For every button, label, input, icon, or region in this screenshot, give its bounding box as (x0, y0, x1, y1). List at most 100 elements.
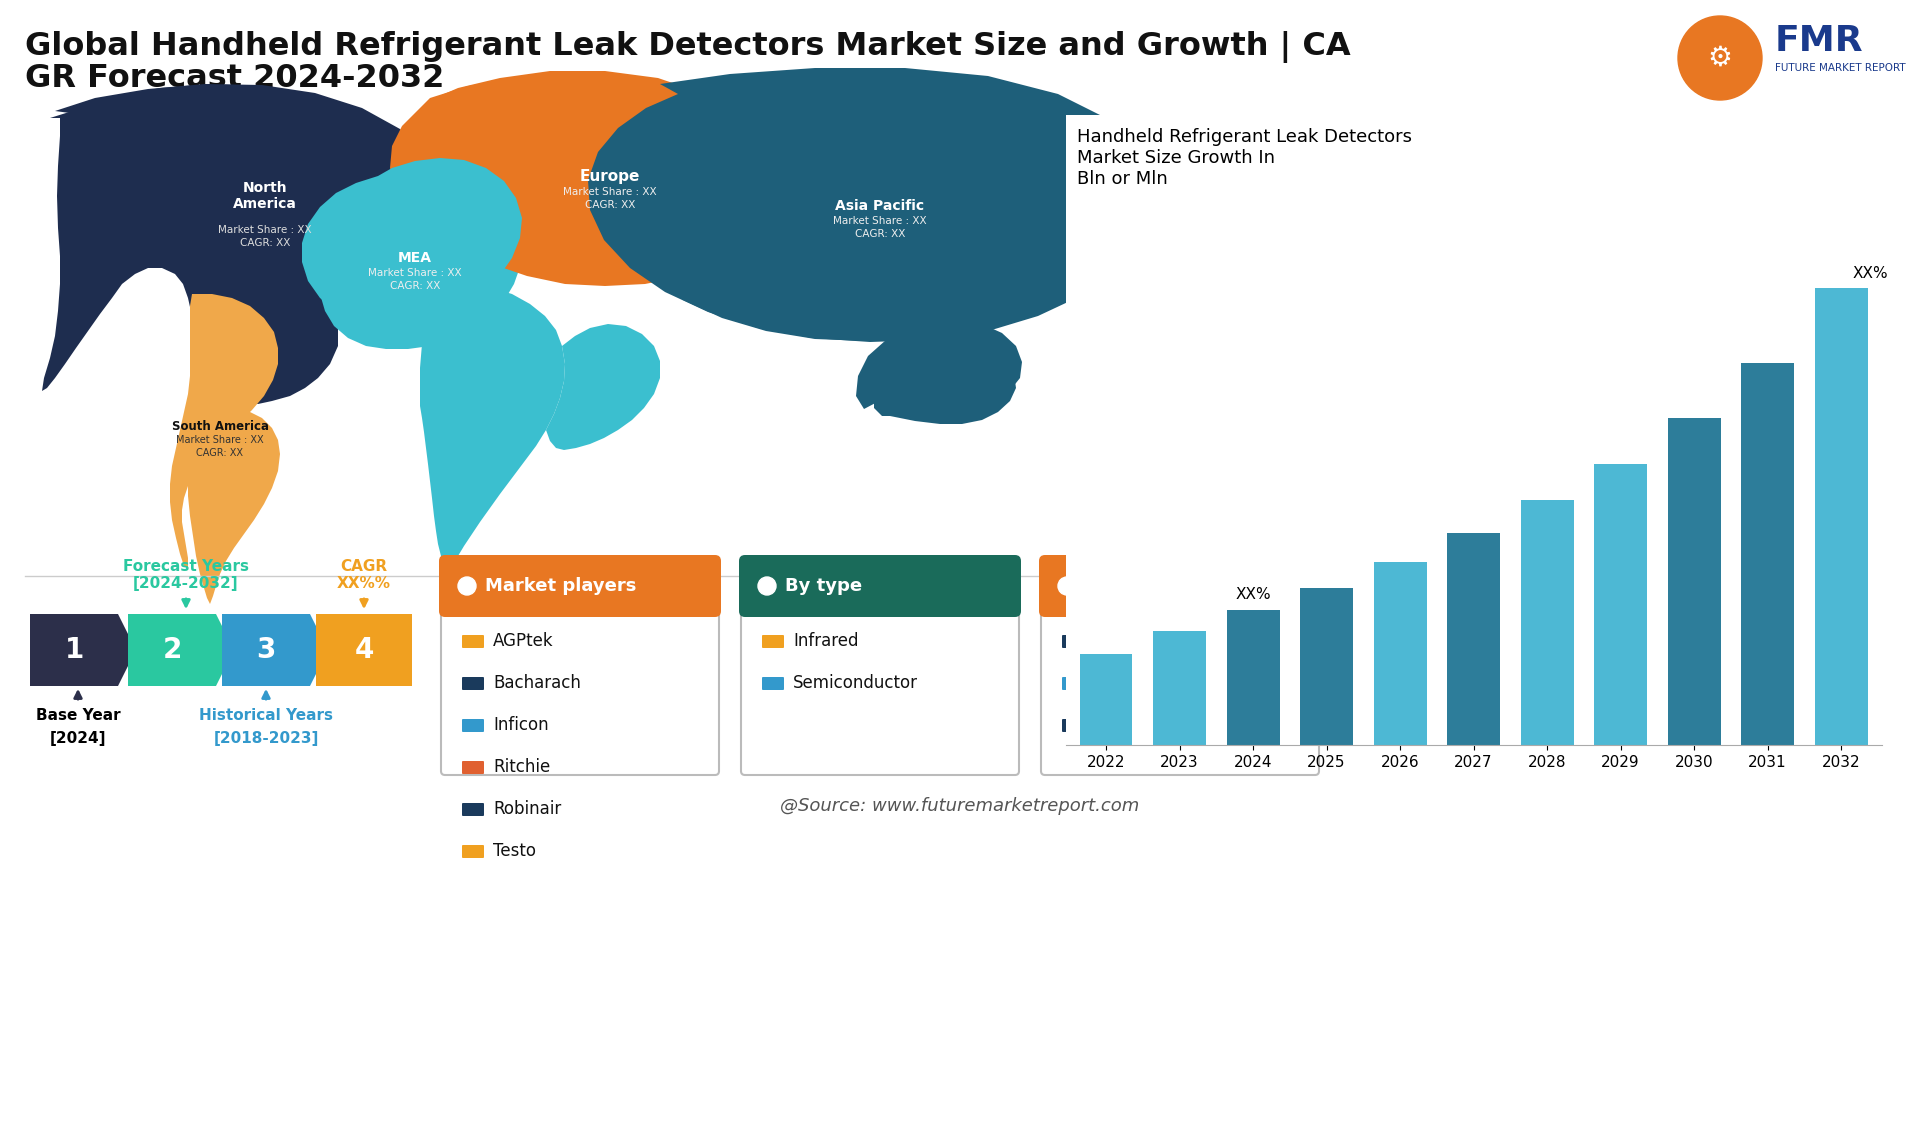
Bar (1373, 563, 1427, 745)
Text: Semiconductor: Semiconductor (793, 674, 918, 692)
FancyBboxPatch shape (463, 719, 484, 732)
Text: North
America: North America (232, 181, 298, 211)
Polygon shape (420, 286, 564, 568)
Polygon shape (171, 295, 278, 568)
Text: XX%%: XX%% (338, 576, 392, 591)
FancyBboxPatch shape (440, 555, 722, 617)
Polygon shape (223, 614, 328, 686)
Polygon shape (419, 84, 726, 295)
FancyBboxPatch shape (1062, 635, 1085, 647)
Text: Resident: Resident (1092, 716, 1165, 733)
Text: Base Year: Base Year (36, 708, 121, 723)
FancyBboxPatch shape (762, 635, 783, 647)
Text: Testo: Testo (493, 842, 536, 860)
FancyBboxPatch shape (739, 555, 1021, 617)
Bar (1814, 288, 1868, 745)
Text: Global Handheld Refrigerant Leak Detectors Market Size and Growth | CA: Global Handheld Refrigerant Leak Detecto… (25, 31, 1350, 63)
Polygon shape (382, 204, 495, 348)
Text: ⚙: ⚙ (1707, 44, 1732, 72)
FancyBboxPatch shape (463, 845, 484, 858)
Text: CAGR: XX: CAGR: XX (854, 229, 904, 240)
Polygon shape (588, 68, 1162, 342)
FancyBboxPatch shape (463, 803, 484, 816)
Text: XX%: XX% (1853, 266, 1889, 281)
Bar (1521, 500, 1574, 745)
Text: FUTURE MARKET REPORT: FUTURE MARKET REPORT (1774, 63, 1907, 73)
Text: Robinair: Robinair (493, 800, 561, 818)
Text: @Source: www.futuremarketreport.com: @Source: www.futuremarketreport.com (780, 796, 1140, 815)
FancyBboxPatch shape (741, 599, 1020, 775)
Text: [2018-2023]: [2018-2023] (213, 731, 319, 746)
Text: Market Share : XX: Market Share : XX (833, 215, 927, 226)
FancyBboxPatch shape (463, 635, 484, 647)
Text: Ritchie: Ritchie (493, 758, 551, 776)
Text: [2024-2032]: [2024-2032] (132, 576, 238, 591)
Text: GR Forecast 2024-2032: GR Forecast 2024-2032 (25, 63, 444, 94)
Text: Market Share : XX: Market Share : XX (369, 268, 463, 278)
Text: Historical Years: Historical Years (200, 708, 332, 723)
Text: XX%: XX% (1235, 588, 1271, 603)
Polygon shape (390, 74, 780, 286)
Bar (1668, 418, 1720, 745)
FancyBboxPatch shape (1062, 677, 1085, 690)
Bar (1300, 588, 1354, 745)
Text: 4: 4 (355, 636, 374, 664)
Text: By application: By application (1085, 576, 1229, 595)
Text: Europe: Europe (580, 168, 639, 183)
Text: Market Share : XX: Market Share : XX (563, 187, 657, 197)
Polygon shape (874, 346, 1016, 424)
Bar (1079, 653, 1133, 745)
Polygon shape (56, 84, 438, 292)
Text: 3: 3 (255, 636, 276, 664)
Text: Infrared: Infrared (793, 631, 858, 650)
Text: AGPtek: AGPtek (493, 631, 553, 650)
Text: CAGR: XX: CAGR: XX (390, 281, 440, 291)
Bar (1154, 630, 1206, 745)
Text: 1: 1 (65, 636, 84, 664)
Text: Commercial: Commercial (1092, 631, 1192, 650)
Text: Forecast Years: Forecast Years (123, 559, 250, 574)
Bar (1448, 533, 1500, 745)
Text: Asia Pacific: Asia Pacific (835, 199, 925, 213)
Polygon shape (317, 614, 413, 686)
Polygon shape (42, 101, 390, 405)
Polygon shape (129, 614, 234, 686)
Bar (1594, 463, 1647, 745)
Polygon shape (301, 158, 522, 325)
Text: Inficon: Inficon (493, 716, 549, 733)
FancyBboxPatch shape (1062, 719, 1085, 732)
Polygon shape (94, 84, 386, 160)
Text: MEA: MEA (397, 251, 432, 265)
Text: By type: By type (785, 576, 862, 595)
Polygon shape (856, 320, 1021, 410)
Circle shape (758, 576, 776, 595)
FancyBboxPatch shape (463, 677, 484, 690)
Text: Bacharach: Bacharach (493, 674, 582, 692)
FancyBboxPatch shape (463, 761, 484, 774)
Text: Market players: Market players (486, 576, 636, 595)
Circle shape (1678, 16, 1763, 100)
Polygon shape (321, 199, 520, 350)
Text: [2024]: [2024] (50, 731, 106, 746)
Polygon shape (616, 73, 1129, 342)
FancyBboxPatch shape (1039, 555, 1321, 617)
Bar (1741, 363, 1793, 745)
Text: CAGR: XX: CAGR: XX (240, 238, 290, 248)
Text: South America: South America (171, 419, 269, 432)
Text: Market Share : XX: Market Share : XX (177, 435, 263, 445)
Text: Handheld Refrigerant Leak Detectors
Market Size Growth In
Bln or Mln: Handheld Refrigerant Leak Detectors Mark… (1077, 128, 1411, 188)
Text: 2: 2 (163, 636, 182, 664)
Polygon shape (405, 71, 780, 278)
Circle shape (1058, 576, 1075, 595)
FancyBboxPatch shape (762, 677, 783, 690)
Circle shape (459, 576, 476, 595)
Text: CAGR: XX: CAGR: XX (586, 201, 636, 210)
Text: FMR: FMR (1774, 24, 1864, 58)
FancyBboxPatch shape (1041, 599, 1319, 775)
Text: Market Share : XX: Market Share : XX (219, 225, 311, 235)
FancyBboxPatch shape (442, 599, 718, 775)
Text: CAGR: CAGR (340, 559, 388, 574)
Polygon shape (188, 405, 280, 604)
Polygon shape (545, 324, 660, 450)
Bar (1227, 610, 1279, 745)
